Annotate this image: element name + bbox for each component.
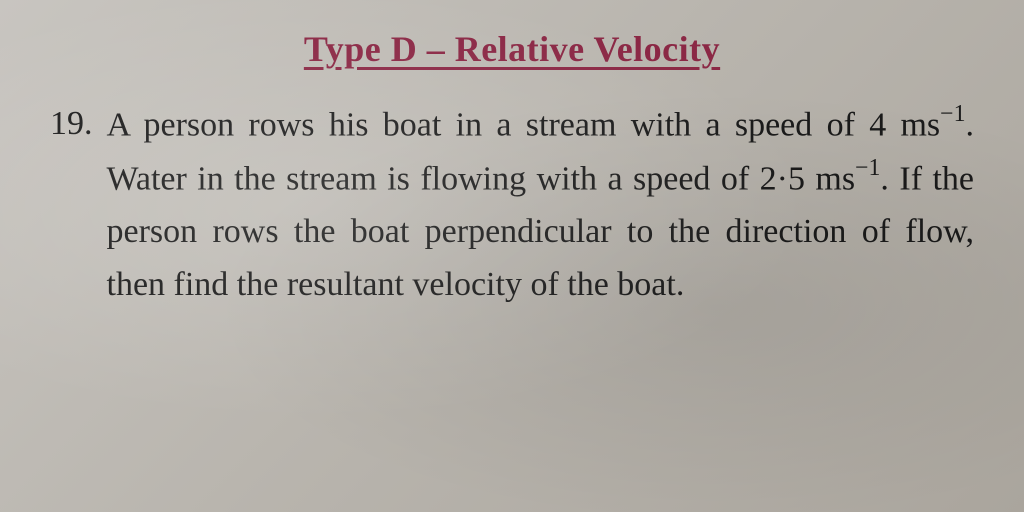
question-block: 19. A person rows his boat in a stream w… xyxy=(40,98,984,311)
question-number: 19. xyxy=(50,98,93,151)
question-text-part-1: A person rows his boat in a stream with … xyxy=(107,106,941,143)
section-heading: Type D – Relative Velocity xyxy=(40,20,984,70)
question-body: A person rows his boat in a stream with … xyxy=(107,98,975,311)
exponent-1: −1 xyxy=(940,101,965,127)
heading-text: Type D – Relative Velocity xyxy=(304,29,720,69)
exponent-2: −1 xyxy=(855,155,880,181)
